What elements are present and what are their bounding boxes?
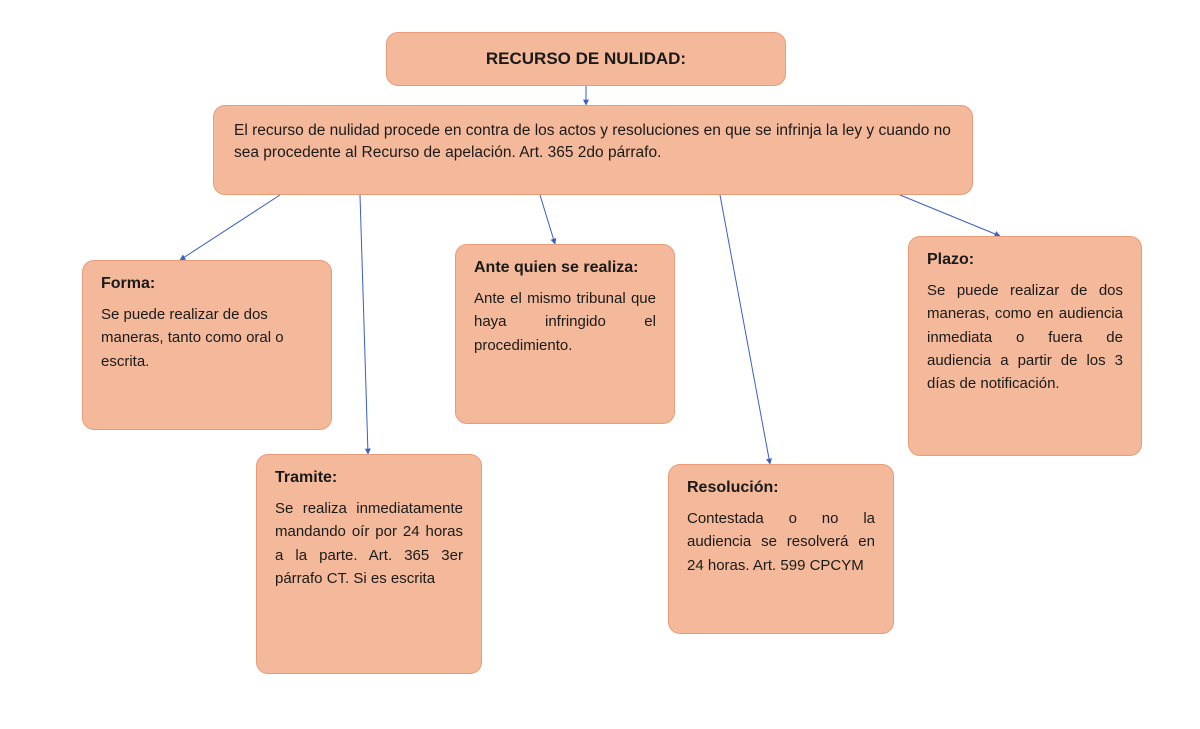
- resolucion-title: Resolución:: [687, 479, 875, 497]
- tramite-node: Tramite: Se realiza inmediatamente manda…: [256, 454, 482, 674]
- forma-node: Forma: Se puede realizar de dos maneras,…: [82, 260, 332, 430]
- edge-desc-plazo: [900, 195, 1000, 236]
- tramite-title: Tramite:: [275, 469, 463, 487]
- edge-desc-ante: [540, 195, 555, 244]
- ante-node: Ante quien se realiza: Ante el mismo tri…: [455, 244, 675, 424]
- edge-desc-forma: [180, 195, 280, 260]
- tramite-body: Se realiza inmediatamente mandando oír p…: [275, 497, 463, 590]
- edge-desc-tramite: [360, 195, 368, 454]
- forma-title: Forma:: [101, 275, 313, 293]
- plazo-body: Se puede realizar de dos maneras, como e…: [927, 279, 1123, 395]
- resolucion-body: Contestada o no la audiencia se resolver…: [687, 507, 875, 577]
- root-title-node: RECURSO DE NULIDAD:: [386, 32, 786, 86]
- edge-desc-resolucion: [720, 195, 770, 464]
- forma-body: Se puede realizar de dos maneras, tanto …: [101, 303, 313, 373]
- description-node: El recurso de nulidad procede en contra …: [213, 105, 973, 195]
- plazo-node: Plazo: Se puede realizar de dos maneras,…: [908, 236, 1142, 456]
- plazo-title: Plazo:: [927, 251, 1123, 269]
- resolucion-node: Resolución: Contestada o no la audiencia…: [668, 464, 894, 634]
- ante-body: Ante el mismo tribunal que haya infringi…: [474, 287, 656, 357]
- ante-title: Ante quien se realiza:: [474, 259, 656, 277]
